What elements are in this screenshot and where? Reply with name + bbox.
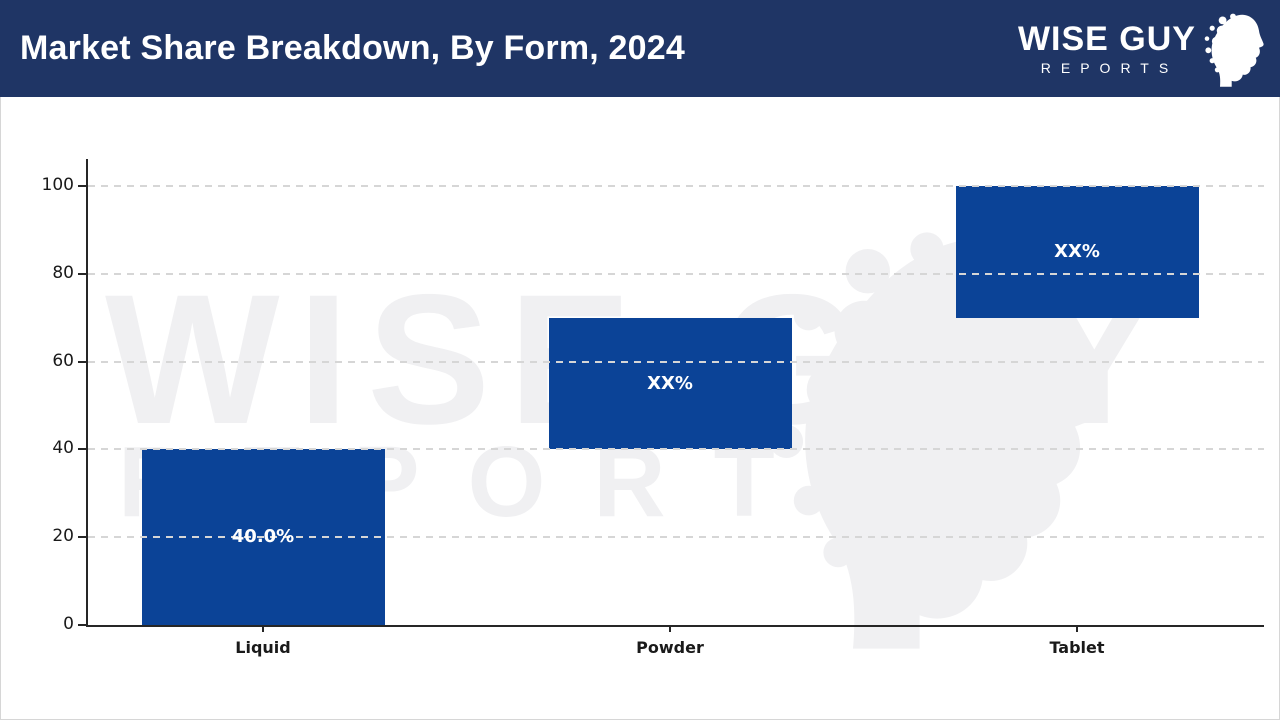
y-tick-label: 20: [52, 526, 74, 547]
logo-subtitle: REPORTS: [1040, 59, 1179, 76]
gridline: [88, 536, 1264, 539]
x-tick-mark: [669, 625, 671, 632]
gridline: [88, 360, 1264, 363]
x-category-label: Tablet: [1049, 638, 1105, 657]
logo-wordmark: WISE GUY: [1017, 19, 1196, 58]
y-tick-mark: [78, 185, 86, 187]
x-axis: [86, 625, 1264, 627]
y-tick-mark: [78, 624, 86, 626]
y-tick-label: 80: [52, 262, 74, 283]
gridline: [88, 448, 1264, 451]
bar-value-label: 40.0%: [231, 526, 295, 548]
x-category-label: Liquid: [235, 638, 291, 657]
wise-guy-logo: WISE GUY REPORTS: [1018, 10, 1266, 88]
plot-area: 40.0% Liquid XX% Powder XX% Tablet 0 20 40 60 80 10…: [42, 159, 1264, 657]
y-tick-mark: [78, 448, 86, 451]
y-tick-label: 60: [52, 350, 74, 371]
logo-text: WISE GUY REPORTS: [1018, 22, 1196, 76]
bar-value-label: XX%: [647, 372, 693, 394]
gridline: [88, 185, 1264, 187]
y-tick-mark: [78, 272, 86, 275]
y-tick-mark: [78, 536, 86, 539]
gridline: [88, 272, 1264, 275]
y-axis: [86, 159, 88, 627]
wise-guy-face-icon: [1204, 13, 1264, 87]
y-tick-label: 100: [41, 175, 74, 195]
y-tick-mark: [78, 360, 86, 363]
x-tick-mark: [1076, 625, 1078, 632]
x-tick-mark: [262, 625, 264, 632]
y-tick-label: 40: [52, 438, 74, 459]
y-tick-label: 0: [63, 614, 74, 634]
page-title: Market Share Breakdown, By Form, 2024: [20, 29, 685, 67]
x-category-label: Powder: [636, 638, 704, 657]
header-bar: Market Share Breakdown, By Form, 2024 WI…: [0, 0, 1280, 97]
bar-value-label: XX%: [1054, 240, 1100, 262]
bar-powder: [548, 317, 792, 450]
